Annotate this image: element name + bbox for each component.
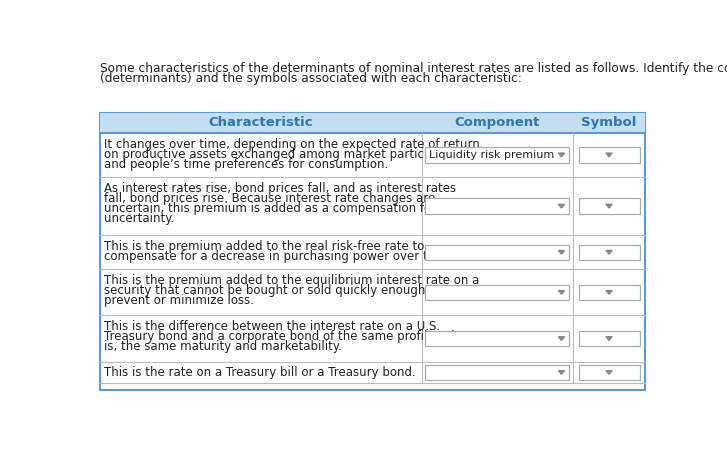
Bar [425, 331, 569, 346]
Polygon shape [558, 153, 565, 157]
Text: (determinants) and the symbols associated with each characteristic:: (determinants) and the symbols associate… [100, 72, 522, 85]
Text: prevent or minimize loss.: prevent or minimize loss. [104, 294, 254, 307]
Text: on productive assets exchanged among market participants: on productive assets exchanged among mar… [104, 148, 460, 161]
Polygon shape [606, 371, 612, 374]
Polygon shape [606, 251, 612, 254]
Text: uncertain, this premium is added as a compensation for this: uncertain, this premium is added as a co… [104, 201, 462, 215]
Text: and people’s time preferences for consumption.: and people’s time preferences for consum… [104, 158, 388, 171]
Polygon shape [606, 153, 612, 157]
Text: Component: Component [454, 116, 540, 130]
Bar [425, 147, 569, 163]
Bar [579, 331, 640, 346]
Polygon shape [558, 337, 565, 341]
Text: This is the rate on a Treasury bill or a Treasury bond.: This is the rate on a Treasury bill or a… [104, 366, 416, 379]
Polygon shape [558, 251, 565, 254]
Bar [100, 113, 645, 390]
Text: Symbol: Symbol [582, 116, 637, 130]
Polygon shape [606, 290, 612, 294]
Text: fall, bond prices rise. Because interest rate changes are: fall, bond prices rise. Because interest… [104, 192, 435, 204]
Text: compensate for a decrease in purchasing power over time.: compensate for a decrease in purchasing … [104, 250, 454, 263]
Bar [579, 199, 640, 214]
Polygon shape [558, 371, 565, 374]
Text: Liquidity risk premium: Liquidity risk premium [430, 150, 555, 160]
Bar [425, 199, 569, 214]
Polygon shape [606, 337, 612, 341]
Text: This is the premium added to the equilibrium interest rate on a: This is the premium added to the equilib… [104, 274, 479, 287]
Bar [579, 147, 640, 163]
Text: Some characteristics of the determinants of nominal interest rates are listed as: Some characteristics of the determinants… [100, 62, 727, 75]
Bar [425, 245, 569, 260]
Text: As interest rates rise, bond prices fall, and as interest rates: As interest rates rise, bond prices fall… [104, 182, 456, 194]
Text: Treasury bond and a corporate bond of the same profile—that: Treasury bond and a corporate bond of th… [104, 330, 470, 343]
Text: is, the same maturity and marketability.: is, the same maturity and marketability. [104, 340, 342, 353]
Text: Characteristic: Characteristic [209, 116, 313, 130]
Text: It changes over time, depending on the expected rate of return: It changes over time, depending on the e… [104, 138, 480, 150]
Polygon shape [606, 204, 612, 208]
Bar [579, 365, 640, 380]
Bar [425, 365, 569, 380]
Text: This is the difference between the interest rate on a U.S.: This is the difference between the inter… [104, 320, 440, 333]
Polygon shape [558, 204, 565, 208]
Polygon shape [558, 290, 565, 294]
Text: security that cannot be bought or sold quickly enough to: security that cannot be bought or sold q… [104, 284, 441, 297]
Text: uncertainty.: uncertainty. [104, 211, 174, 225]
Text: This is the premium added to the real risk-free rate to: This is the premium added to the real ri… [104, 240, 425, 253]
Bar [579, 285, 640, 300]
Bar [579, 245, 640, 260]
Bar [425, 285, 569, 300]
Bar [100, 113, 645, 133]
